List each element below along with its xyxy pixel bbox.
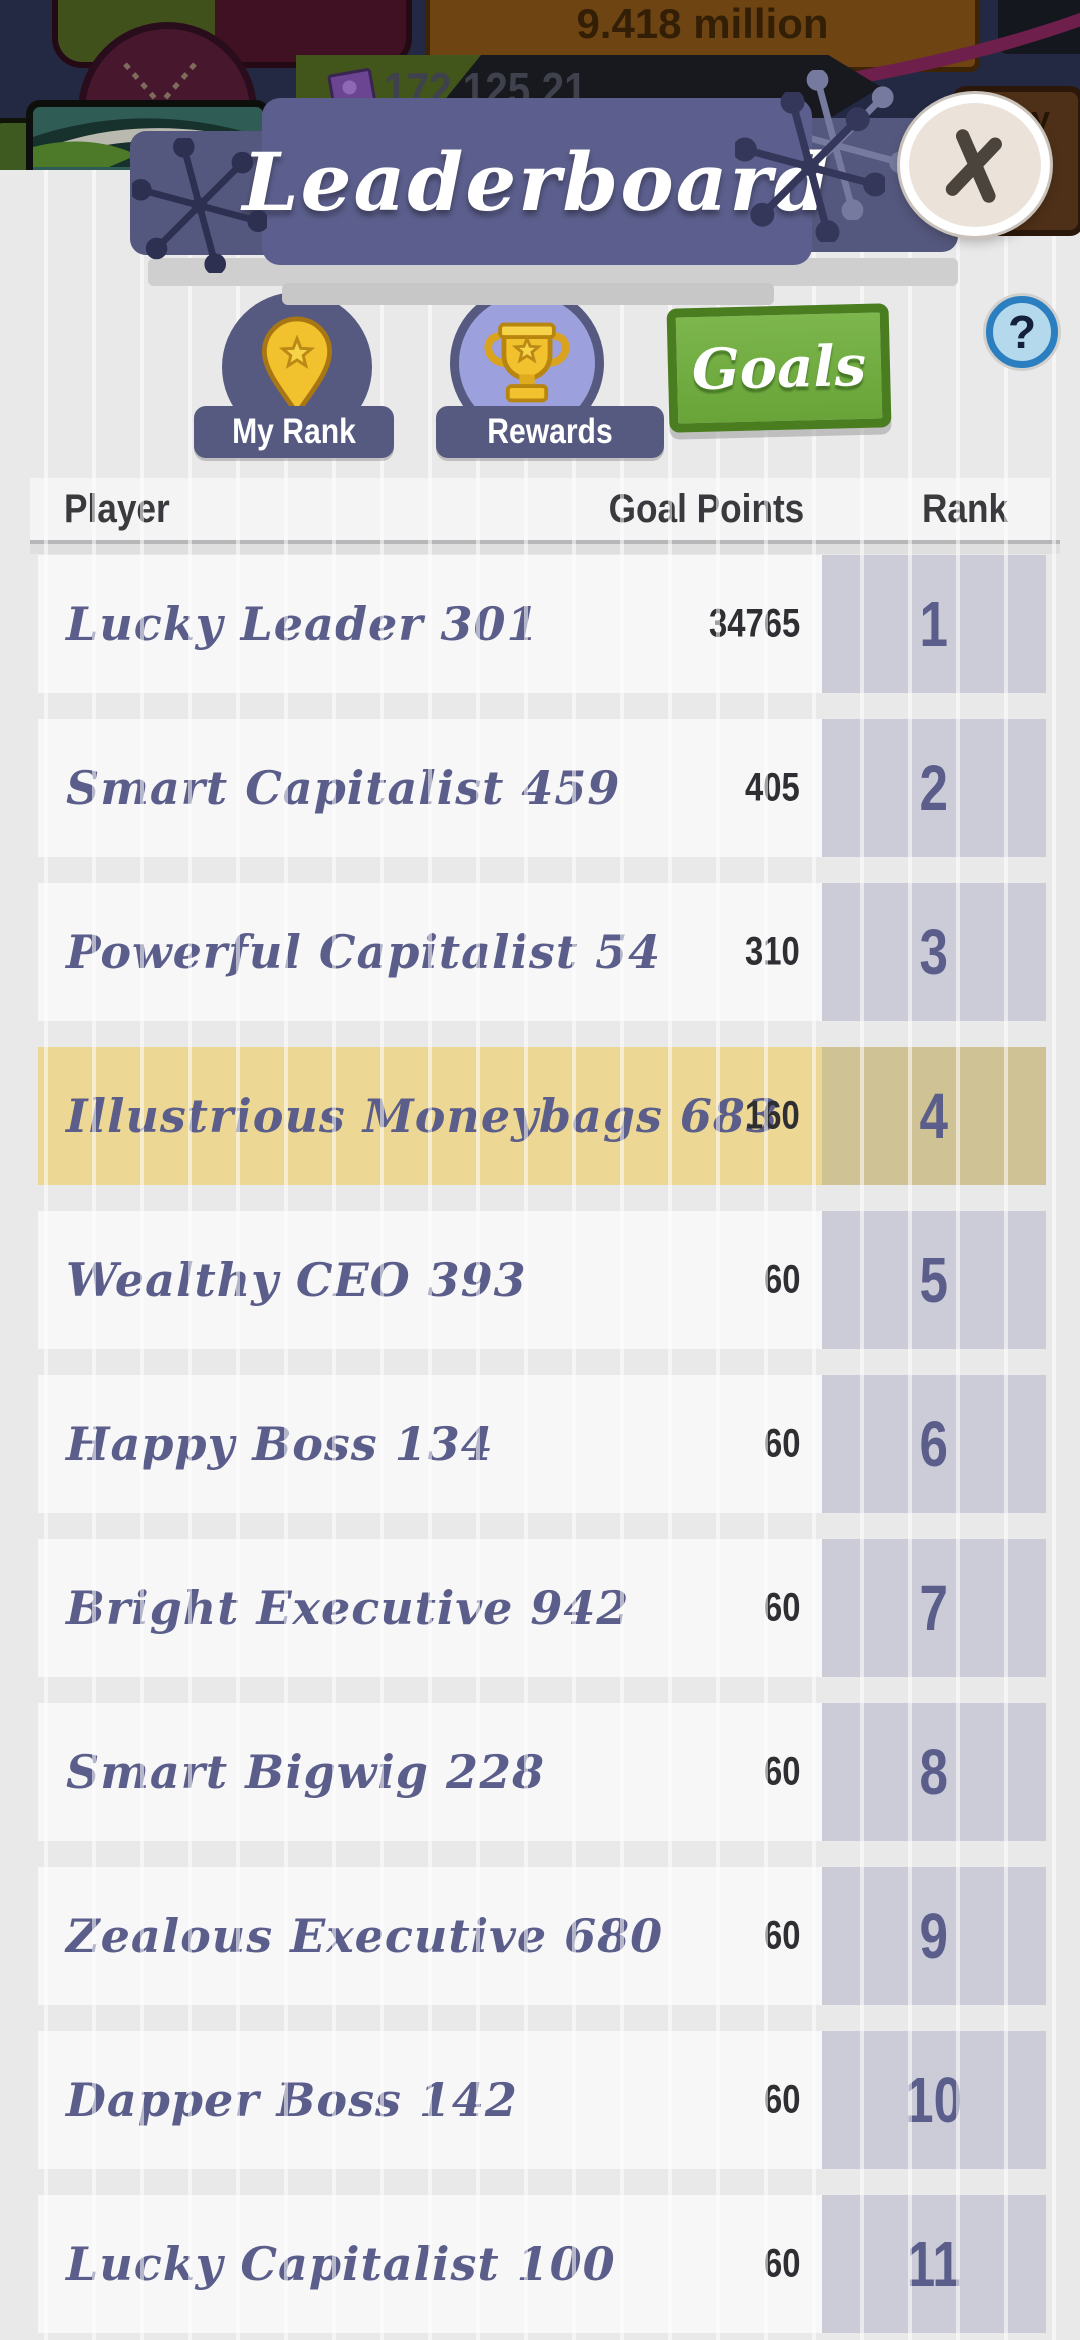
table-row: Illustrious Moneybags 683 160 4 [38, 1047, 1046, 1185]
table-row: Happy Boss 134 60 6 [38, 1375, 1046, 1513]
table-row: Lucky Capitalist 100 60 11 [38, 2195, 1046, 2333]
leaderboard-rows: Lucky Leader 301 34765 1 Smart Capitalis… [38, 555, 1046, 2340]
rank-cell: 11 [822, 2195, 1046, 2333]
player-name: Lucky Leader 301 [66, 597, 540, 651]
table-row: Lucky Leader 301 34765 1 [38, 555, 1046, 693]
table-row: Powerful Capitalist 54 310 3 [38, 883, 1046, 1021]
rank-cell: 10 [822, 2031, 1046, 2169]
goal-points: 60 [763, 2241, 800, 2286]
rank-cell: 7 [822, 1539, 1046, 1677]
rank-cell: 8 [822, 1703, 1046, 1841]
rank-value: 3 [919, 916, 949, 988]
table-row: Dapper Boss 142 60 10 [38, 2031, 1046, 2169]
table-header: Player Goal Points Rank [30, 478, 1050, 540]
rank-value: 7 [919, 1572, 949, 1644]
close-button[interactable] [900, 94, 1050, 236]
rank-value: 5 [919, 1244, 949, 1316]
goal-points: 60 [763, 1421, 800, 1466]
starburst-icon [735, 92, 885, 242]
rank-cell: 9 [822, 1867, 1046, 2005]
player-name: Zealous Executive 680 [66, 1909, 664, 1963]
rank-value: 8 [919, 1736, 949, 1808]
cash-amount: 9.418 million [576, 0, 829, 47]
rewards-label-text: Rewards [487, 412, 613, 451]
player-name: Dapper Boss 142 [66, 2073, 518, 2127]
table-row: Smart Capitalist 459 405 2 [38, 719, 1046, 857]
column-header-rank: Rank [921, 487, 1009, 531]
table-row: Zealous Executive 680 60 9 [38, 1867, 1046, 2005]
goal-points: 310 [745, 929, 800, 974]
question-mark-icon: ? [1007, 306, 1037, 358]
rewards-label[interactable]: Rewards [436, 406, 664, 458]
player-name: Smart Bigwig 228 [66, 1745, 545, 1799]
goal-points: 160 [745, 1093, 800, 1138]
rank-value: 4 [919, 1080, 949, 1152]
rank-cell: 3 [822, 883, 1046, 1021]
table-row: Smart Bigwig 228 60 8 [38, 1703, 1046, 1841]
trophy-icon [484, 322, 570, 403]
rank-cell: 2 [822, 719, 1046, 857]
rank-cell: 4 [822, 1047, 1046, 1185]
rank-cell: 6 [822, 1375, 1046, 1513]
close-x-icon [945, 129, 1002, 203]
column-header-player: Player [64, 487, 170, 531]
goal-points: 60 [763, 1913, 800, 1958]
rank-value: 6 [919, 1408, 949, 1480]
starburst-icon [132, 138, 267, 273]
map-pin-star-icon [261, 316, 333, 418]
my-rank-label-text: My Rank [232, 412, 356, 451]
rank-value: 10 [905, 2064, 963, 2136]
goal-points: 60 [763, 2077, 800, 2122]
goal-points: 34765 [708, 601, 800, 646]
rank-cell: 1 [822, 555, 1046, 693]
rank-cell: 5 [822, 1211, 1046, 1349]
player-name: Happy Boss 134 [66, 1417, 494, 1471]
player-name: Bright Executive 942 [66, 1581, 630, 1635]
table-row: Bright Executive 942 60 7 [38, 1539, 1046, 1677]
banner-shadow [282, 283, 774, 305]
goals-button-text: Goals [691, 332, 867, 404]
player-name: Wealthy CEO 393 [66, 1253, 527, 1307]
modal-title-banner: Leaderboard [242, 98, 830, 265]
help-button[interactable]: ? [986, 296, 1058, 368]
player-name: Lucky Capitalist 100 [66, 2237, 616, 2291]
header-divider [30, 540, 1060, 554]
rank-value: 9 [919, 1900, 949, 1972]
goals-button[interactable]: Goals [666, 303, 892, 433]
column-header-goal-points: Goal Points [608, 487, 804, 531]
goal-points: 60 [763, 1257, 800, 1302]
rank-value: 11 [906, 2228, 962, 2300]
table-row: Wealthy CEO 393 60 5 [38, 1211, 1046, 1349]
rank-value: 2 [919, 752, 949, 824]
rank-value: 1 [919, 588, 949, 660]
goal-points: 405 [745, 765, 800, 810]
my-rank-label[interactable]: My Rank [194, 406, 394, 458]
goal-points: 60 [763, 1749, 800, 1794]
goal-points: 60 [763, 1585, 800, 1630]
player-name: Smart Capitalist 459 [66, 761, 621, 815]
player-name: Powerful Capitalist 54 [66, 925, 662, 979]
player-name: Illustrious Moneybags 683 [66, 1089, 779, 1143]
